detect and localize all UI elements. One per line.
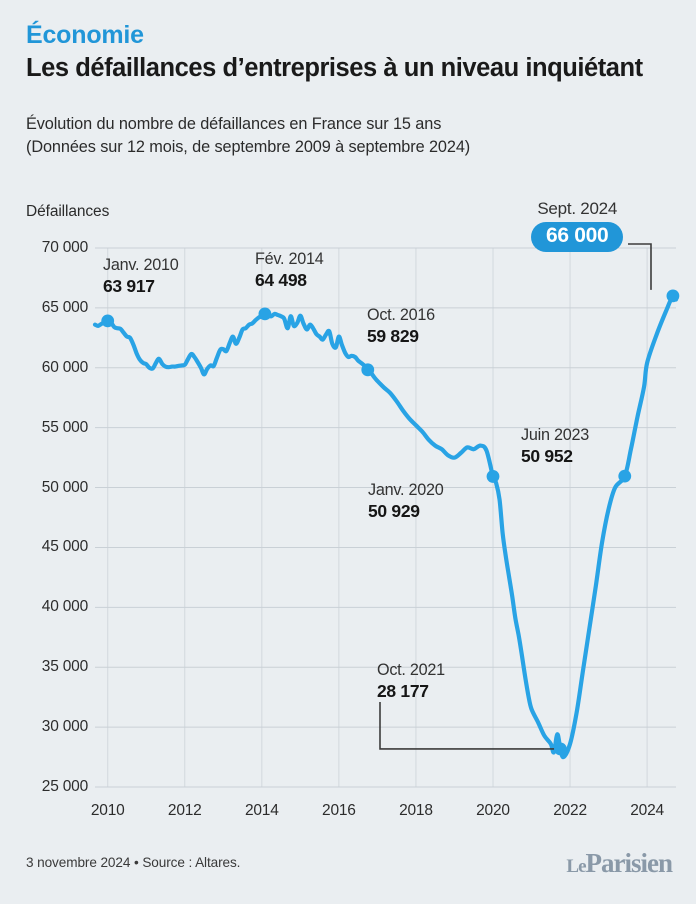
annotation-date-oct-2016: Oct. 2016 <box>367 306 435 324</box>
x-tick-label: 2010 <box>90 802 125 819</box>
annotation-date-fev-2014: Fév. 2014 <box>255 250 324 268</box>
source-credit: 3 novembre 2024 • Source : Altares. <box>26 855 241 870</box>
data-point-marker-oct-2021 <box>554 742 567 756</box>
annotation-sept-2024: Sept. 2024 66 000 <box>531 199 624 253</box>
logo-name: Parisien <box>585 848 673 878</box>
y-tick-label: 55 000 <box>41 418 88 436</box>
annotation-juin-2023: Juin 2023 50 952 <box>521 426 589 467</box>
y-tick-label: 65 000 <box>41 298 88 316</box>
header-block: Économie Les défaillances d’entreprises … <box>26 21 676 83</box>
y-tick-label: 70 000 <box>41 239 88 256</box>
y-tick-label: 50 000 <box>41 478 88 496</box>
annotation-oct-2016: Oct. 2016 59 829 <box>367 306 435 347</box>
annotation-date-janv-2010: Janv. 2010 <box>103 256 179 274</box>
x-tick-label: 2014 <box>244 802 279 819</box>
annotation-value-janv-2020: 50 929 <box>368 501 420 522</box>
y-tick-label: 60 000 <box>41 358 88 376</box>
subtitle-block: Évolution du nombre de défaillances en F… <box>26 113 676 159</box>
x-tick-label: 2018 <box>399 802 433 819</box>
annotation-value-juin-2023: 50 952 <box>521 446 573 467</box>
kicker-economie: Économie <box>26 21 144 49</box>
annotation-date-janv-2020: Janv. 2020 <box>368 481 444 499</box>
page-title: Les défaillances d’entreprises à un nive… <box>26 53 643 82</box>
subtitle-line-1: Évolution du nombre de défaillances en F… <box>26 115 442 133</box>
x-tick-label: 2016 <box>322 802 356 819</box>
annotation-value-badge-sept-2024: 66 000 <box>531 222 624 253</box>
data-point-marker-fev-2014 <box>258 307 272 321</box>
annotation-oct-2021: Oct. 2021 28 177 <box>377 661 445 702</box>
annotation-date-oct-2021: Oct. 2021 <box>377 661 445 679</box>
annotation-value-janv-2010: 63 917 <box>103 276 155 297</box>
annotation-value-oct-2016: 59 829 <box>367 326 419 347</box>
y-tick-label: 30 000 <box>41 718 88 736</box>
data-point-marker-sept-2024 <box>666 289 680 303</box>
y-tick-label: 40 000 <box>41 598 88 616</box>
annotation-date-sept-2024: Sept. 2024 <box>537 199 618 218</box>
leader-line-sept-2024 <box>628 243 652 290</box>
data-point-marker-janv-2010 <box>101 314 115 328</box>
annotation-value-oct-2021: 28 177 <box>377 681 429 702</box>
x-tick-label: 2020 <box>476 802 510 819</box>
annotation-janv-2020: Janv. 2020 50 929 <box>368 481 444 522</box>
x-tick-label: 2022 <box>553 802 587 819</box>
annotation-value-fev-2014: 64 498 <box>255 270 307 291</box>
y-tick-label: 25 000 <box>41 778 88 795</box>
y-axis-title: Défaillances <box>26 203 110 220</box>
y-axis-tick-labels: 70 000 65 000 60 000 55 000 50 000 45 000 40 0… <box>14 0 88 904</box>
x-tick-label: 2012 <box>167 802 202 819</box>
annotation-date-juin-2023: Juin 2023 <box>521 426 589 444</box>
logo-prefix: Le <box>566 856 586 877</box>
data-point-marker-oct-2016 <box>361 363 375 377</box>
x-tick-label: 2024 <box>630 802 664 819</box>
y-tick-label: 35 000 <box>41 658 88 676</box>
data-point-marker-janv-2020 <box>486 470 500 483</box>
subtitle-line-2: (Données sur 12 mois, de septembre 2009 … <box>26 138 471 157</box>
data-point-marker-juin-2023 <box>618 469 632 483</box>
y-tick-label: 45 000 <box>41 538 88 556</box>
le-parisien-logo: LeParisien <box>566 848 673 879</box>
annotation-janv-2010: Janv. 2010 63 917 <box>103 256 179 297</box>
annotation-fev-2014: Fév. 2014 64 498 <box>255 250 324 291</box>
leader-line-oct-2021 <box>379 702 557 750</box>
